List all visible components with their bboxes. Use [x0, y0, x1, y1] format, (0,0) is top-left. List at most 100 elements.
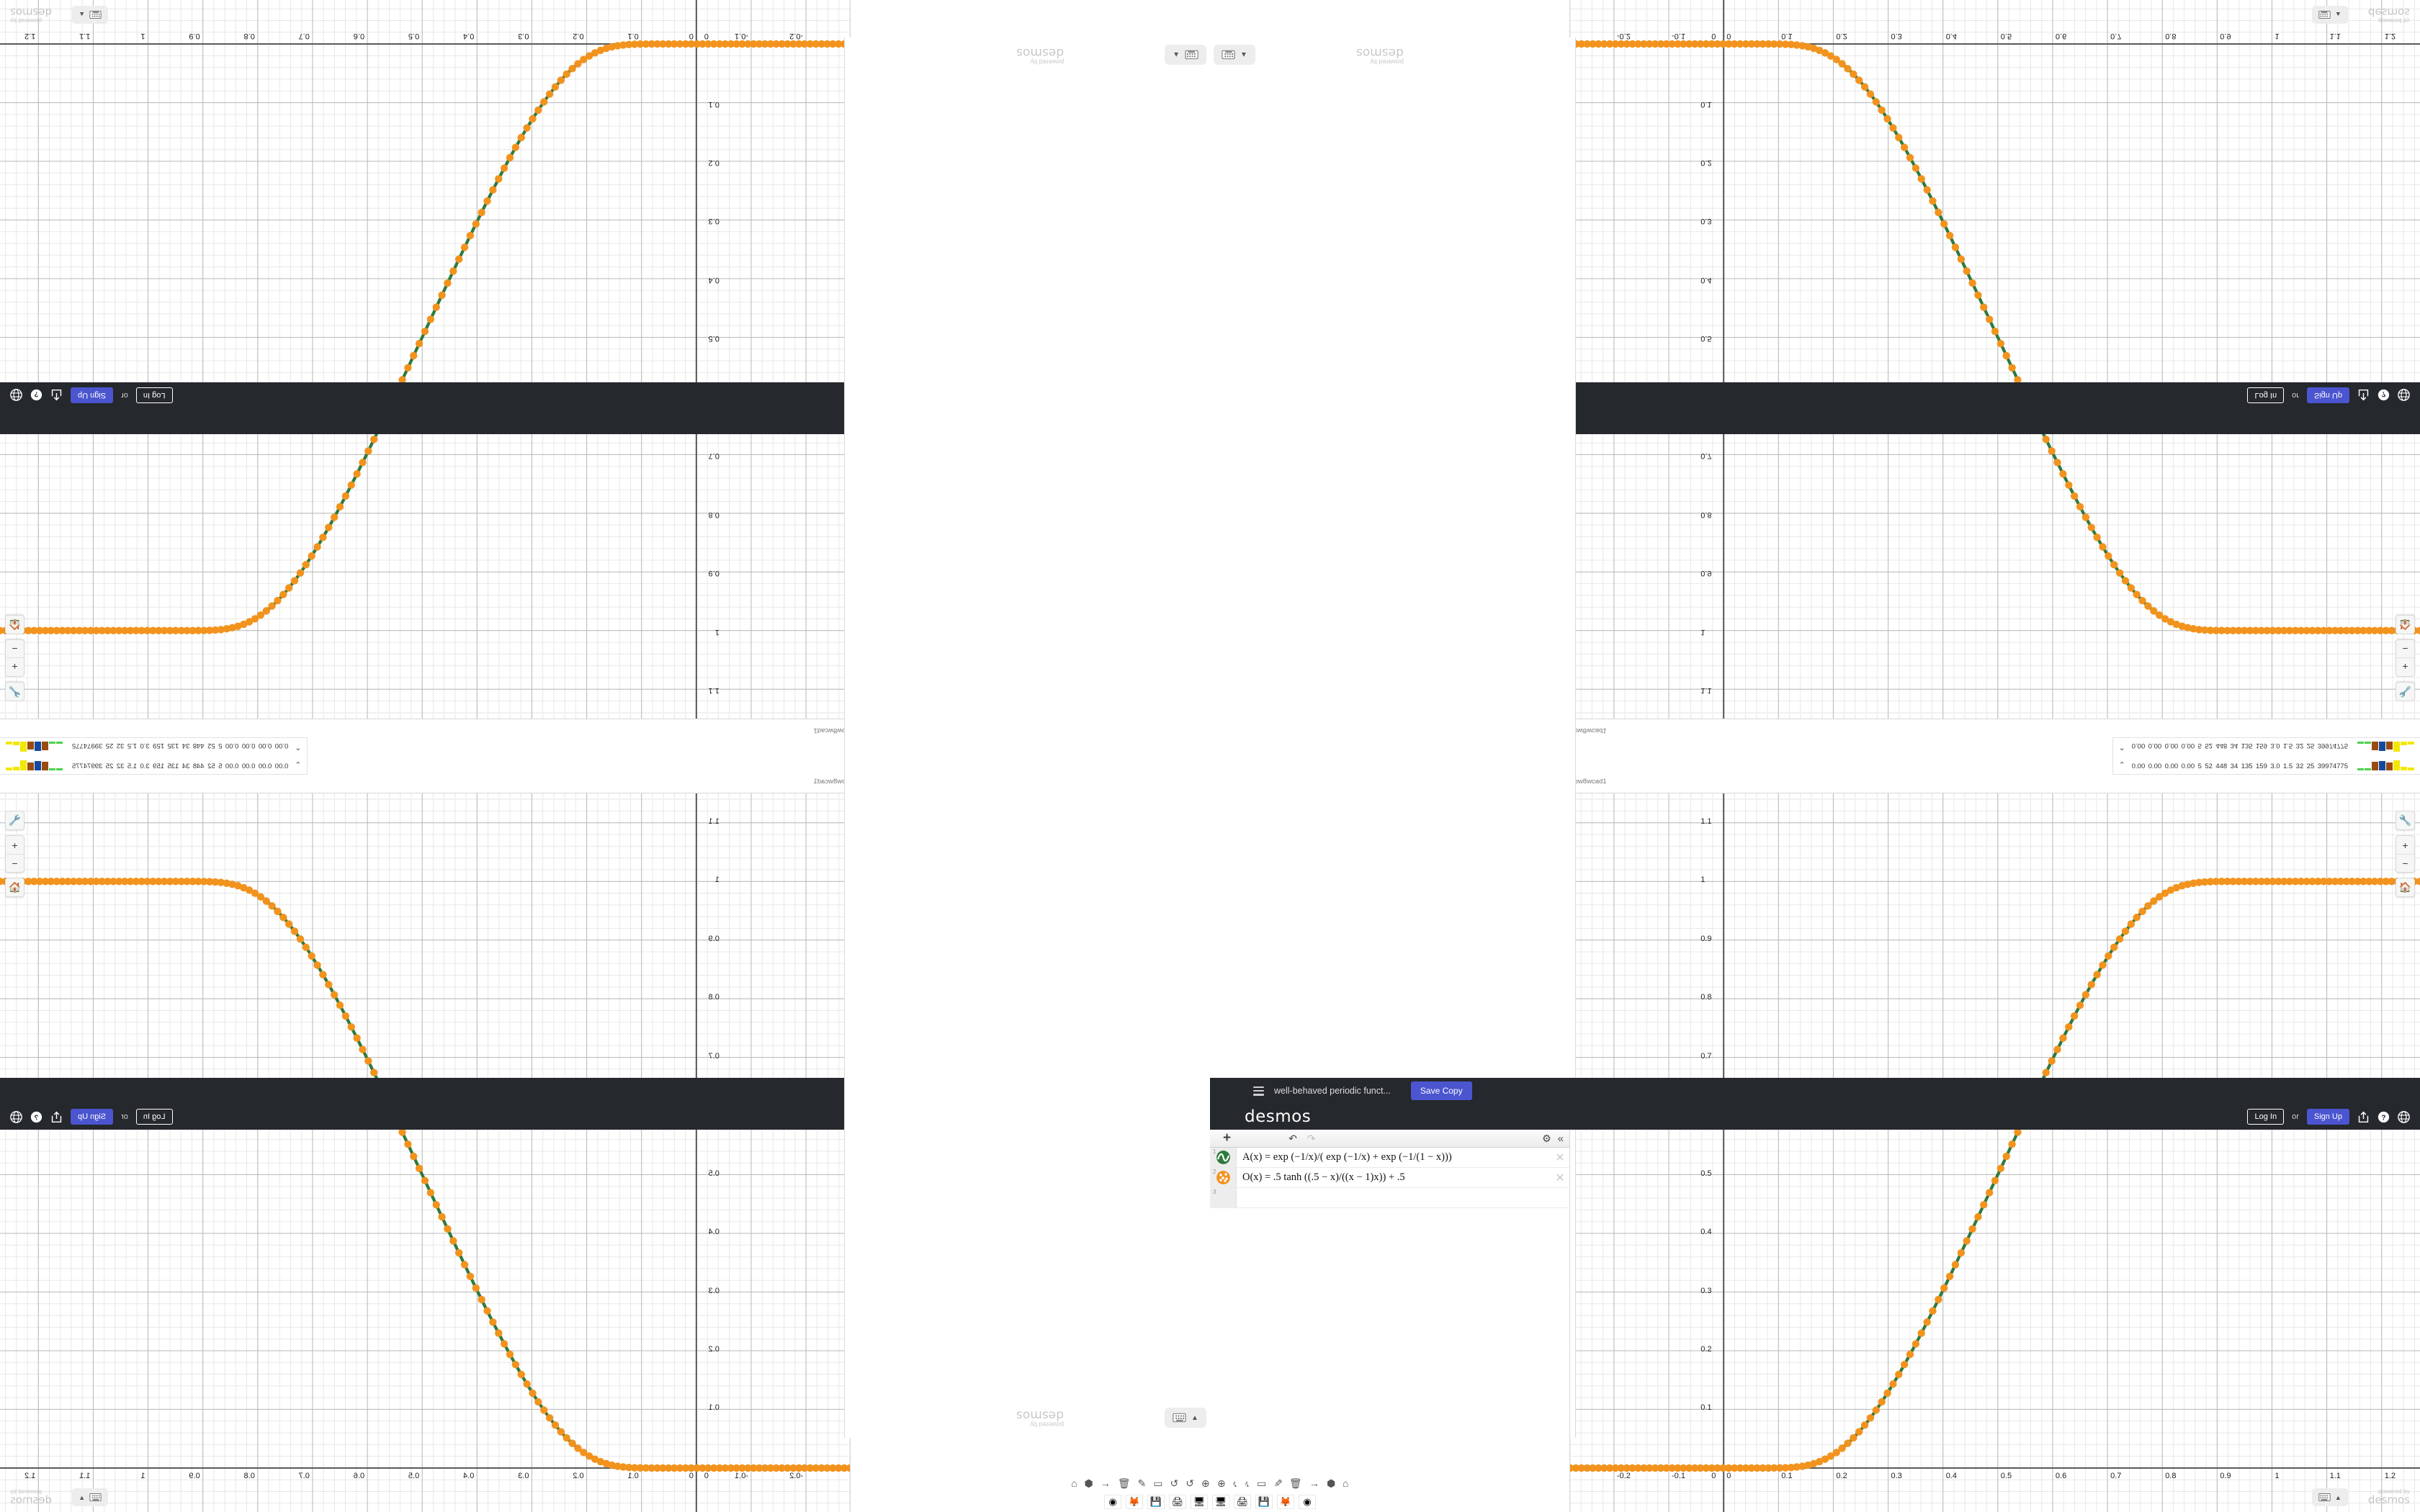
home-icon[interactable]: 🏠 — [8, 881, 22, 893]
system-monitor-applet[interactable]: ⌃ 0.00 0.00 0.00 0.00 5 52 448 34 135 15… — [0, 756, 308, 775]
signup-button[interactable]: Sign Up — [71, 387, 114, 403]
expression-index-cell[interactable]: 1 — [1210, 1148, 1237, 1167]
keyboard-bar[interactable]: ▲ powered by desmos — [10, 6, 109, 24]
expression-row[interactable]: 2 O(x) = .5 tanh ((.5 − x)/((x − 1)x)) +… — [1210, 1168, 1569, 1188]
lock-icon[interactable]: ⌂ — [1071, 1477, 1077, 1489]
globe-icon[interactable]: ⊕ — [1201, 1477, 1210, 1489]
zoom-out-icon[interactable]: − — [2396, 640, 2414, 658]
expression-toolbar[interactable]: + ↶ ↷ ⚙ « — [1210, 1130, 1569, 1148]
globe-icon[interactable] — [10, 389, 22, 402]
help-icon[interactable]: ? — [30, 390, 42, 402]
shield-icon[interactable]: ⬢ — [1084, 1477, 1093, 1489]
quadrant-top-right[interactable]: ⌃ 0.00 0.00 0.00 0.00 5 52 448 34 135 15… — [1210, 0, 2420, 756]
keyboard-bar[interactable]: ▲ powered by desmos — [2311, 1488, 2410, 1506]
zoom-in-icon[interactable]: + — [2402, 839, 2408, 851]
system-monitor-applet[interactable]: ⌃ 0.00 0.00 0.00 0.00 5 52 448 34 135 15… — [2112, 756, 2420, 775]
keyboard-toggle-button[interactable]: ▲ — [2311, 1488, 2348, 1506]
music-icon[interactable]: ♪ — [1232, 1477, 1238, 1489]
system-monitor-applet[interactable]: ⌃ 0.00 0.00 0.00 0.00 5 52 448 34 135 15… — [2112, 737, 2420, 756]
globe-icon[interactable]: ⊕ — [1216, 1477, 1226, 1489]
globe-icon[interactable] — [2398, 1110, 2410, 1123]
arrow-right-icon[interactable]: → — [1100, 1477, 1111, 1489]
trash-icon[interactable]: 🗑 — [1289, 1477, 1303, 1489]
green-save-icon[interactable]: 🖨 — [1234, 1495, 1251, 1509]
globe-icon[interactable] — [10, 1110, 22, 1123]
screenshot-icon[interactable]: 🖥 — [1212, 1495, 1229, 1509]
signup-button[interactable]: Sign Up — [71, 1109, 114, 1125]
save-copy-button[interactable]: Save Copy — [1410, 1081, 1472, 1100]
zoom-in-icon[interactable]: + — [2402, 661, 2408, 673]
expression-latex[interactable]: A(x) = exp (−1/x)/( exp (−1/x) + exp (−1… — [1242, 1151, 1452, 1163]
gear-icon[interactable]: ⚙ — [1542, 1132, 1551, 1144]
chevrons-up-icon[interactable]: ⌃ — [295, 761, 302, 770]
globe-icon[interactable] — [2398, 389, 2410, 402]
firefox-icon[interactable]: 🦊 — [1277, 1495, 1294, 1509]
keyboard-toggle-button[interactable]: ▲ — [1214, 45, 1255, 65]
zoom-out-icon[interactable]: − — [6, 640, 24, 658]
zoom-out-icon[interactable]: − — [2396, 854, 2414, 872]
keyboard-toggle-button[interactable]: ▲ — [2311, 6, 2348, 24]
blender-icon[interactable]: ◉ — [1104, 1495, 1121, 1509]
chevrons-left-icon[interactable]: « — [1557, 1132, 1564, 1145]
keyboard-toggle-button[interactable]: ▲ — [1165, 1408, 1206, 1428]
quadrant-top-left[interactable]: ⌃ 0.00 0.00 0.00 0.00 5 52 448 34 135 15… — [0, 0, 1210, 756]
close-icon[interactable]: ✕ — [1555, 1151, 1565, 1164]
expression-row[interactable]: 3 — [1210, 1188, 1569, 1208]
blender-icon[interactable]: ◉ — [1299, 1495, 1316, 1509]
keyboard-toggle-button[interactable]: ▲ — [1165, 45, 1206, 65]
wrench-icon[interactable]: 🔧 — [2398, 814, 2412, 826]
graph-canvas[interactable]: -0.2 -0.1 0 0.1 0.2 0.3 0.4 0.5 0.6 0.7 0.8 0.9 1 1.1… — [1570, 0, 2420, 719]
system-monitor-applet[interactable]: ⌃ 0.00 0.00 0.00 0.00 5 52 448 34 135 15… — [0, 737, 308, 756]
folder-icon[interactable]: ▭ — [1153, 1477, 1163, 1489]
signup-button[interactable]: Sign Up — [2306, 1109, 2349, 1125]
home-icon[interactable]: 🏠 — [2398, 881, 2412, 893]
keyboard-toggle-button[interactable]: ▲ — [72, 1488, 109, 1506]
wrench-icon[interactable]: 🔧 — [8, 814, 22, 826]
share-icon[interactable] — [2357, 390, 2370, 402]
wrench-icon[interactable]: 🔧 — [2398, 686, 2412, 698]
graph-canvas[interactable]: -0.2 -0.1 0 0.1 0.2 0.3 0.4 0.5 0.6 0.7 0.8 0.9 1 1.1… — [1570, 793, 2420, 1512]
wrench-icon[interactable]: 🔧 — [8, 686, 22, 698]
firefox-icon[interactable]: 🦊 — [1126, 1495, 1143, 1509]
expression-row[interactable]: 1 A(x) = exp (−1/x)/( exp (−1/x) + exp (… — [1210, 1148, 1569, 1168]
close-icon[interactable] — [1551, 1188, 1569, 1207]
login-button[interactable]: Log In — [135, 387, 173, 403]
expression-latex[interactable] — [1237, 1188, 1551, 1207]
share-icon[interactable] — [2357, 1111, 2370, 1123]
graph-canvas[interactable]: -0.2 -0.1 0 0.1 0.2 0.3 0.4 0.5 0.6 0.7 0.8 0.9 1 1.1… — [0, 0, 850, 719]
home-icon[interactable]: 🏠 — [2398, 619, 2412, 631]
hamburger-icon[interactable] — [1253, 1086, 1264, 1096]
folder-icon[interactable]: ▭ — [1257, 1477, 1267, 1489]
save-copy-label[interactable]: Save Copy — [1410, 1081, 1472, 1100]
green-save-icon[interactable]: 🖨 — [1169, 1495, 1186, 1509]
plus-icon[interactable]: + — [1223, 1130, 1232, 1146]
close-icon[interactable]: ✕ — [1555, 1171, 1565, 1184]
screenshot-icon[interactable]: 🖥 — [1191, 1495, 1208, 1509]
graph-controls[interactable]: 🔧 + − 🏠 — [5, 615, 24, 701]
taskbar[interactable]: ◉ 🦊 💾 🖨 🖥 🖥 🖨 💾 🦊 ◉ — [0, 1492, 2420, 1512]
floppy-save-icon[interactable]: 💾 — [1255, 1495, 1273, 1509]
trash-icon[interactable]: 🗑 — [1117, 1477, 1131, 1489]
wave-swatch-icon[interactable] — [1216, 1151, 1230, 1164]
redo-icon[interactable]: ↷ — [1307, 1132, 1316, 1144]
loop-icon[interactable]: ↺ — [1186, 1477, 1194, 1489]
floppy-save-icon[interactable]: 💾 — [1147, 1495, 1165, 1509]
zoom-in-icon[interactable]: + — [12, 839, 18, 851]
graph-controls[interactable]: 🔧 + − 🏠 — [2396, 615, 2415, 701]
zoom-out-icon[interactable]: − — [6, 854, 24, 872]
paint-icon[interactable]: ✎ — [1273, 1477, 1283, 1489]
chevrons-up-icon[interactable]: ⌃ — [295, 742, 302, 751]
loop-icon[interactable]: ↺ — [1170, 1477, 1179, 1489]
expression-panel[interactable]: + ↶ ↷ ⚙ « 1 A(x) = exp (−1/x)/( exp (−1/… — [1210, 1130, 1570, 1512]
keyboard-bar[interactable]: ▲ powered by desmos — [2311, 6, 2410, 24]
dotted-swatch-icon[interactable] — [1216, 1171, 1230, 1184]
graph-canvas[interactable]: -0.2 -0.1 0 0.1 0.2 0.3 0.4 0.5 0.6 0.7 0.8 0.9 1 1.1… — [0, 793, 850, 1512]
shield-icon[interactable]: ⬢ — [1327, 1477, 1336, 1489]
chevrons-up-icon[interactable]: ⌃ — [2118, 742, 2125, 751]
zoom-in-icon[interactable]: + — [12, 661, 18, 673]
graph-controls[interactable]: 🔧 + − 🏠 — [2396, 811, 2415, 897]
expression-index-cell[interactable]: 3 — [1210, 1188, 1237, 1207]
keyboard-toggle-button[interactable]: ▲ — [72, 6, 109, 24]
expression-index-cell[interactable]: 2 — [1210, 1168, 1237, 1187]
help-icon[interactable]: ? — [2378, 1111, 2390, 1123]
